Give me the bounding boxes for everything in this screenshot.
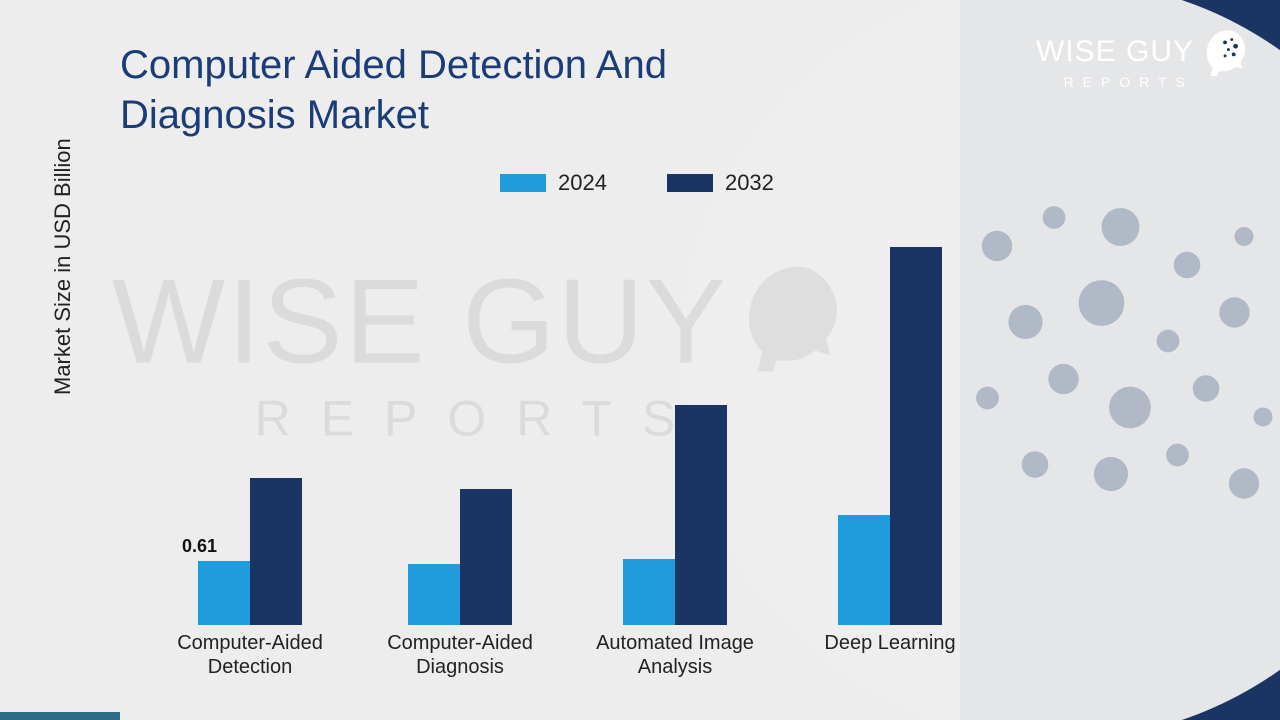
report-canvas: WISE GUY REPORTS Computer Aided Detectio… <box>0 0 1280 720</box>
bottom-accent-bar <box>0 712 120 720</box>
plot-region: Computer-Aided Detection0.61 Computer-Aid… <box>115 205 945 625</box>
category-label: Automated Image Analysis <box>580 631 770 679</box>
bar <box>408 564 460 625</box>
bar-group: Computer-Aided Diagnosis <box>380 205 540 625</box>
brand-subtitle: REPORTS <box>990 74 1194 90</box>
bar <box>675 405 727 626</box>
chart-title: Computer Aided Detection And Diagnosis M… <box>120 40 840 140</box>
bar <box>838 515 890 625</box>
bar-group: Deep Learning <box>810 205 970 625</box>
bar <box>250 478 302 625</box>
brand-name: WISE GUY <box>1036 35 1194 69</box>
bar <box>890 247 942 625</box>
category-label: Computer-Aided Detection <box>155 631 345 679</box>
brand-head-icon <box>1202 28 1250 76</box>
brand-logo: WISE GUY REPORTS <box>990 28 1250 90</box>
bar <box>198 561 250 625</box>
chart-area: Market Size in USD Billion Computer-Aide… <box>60 165 960 705</box>
bar <box>623 559 675 625</box>
bar-group: Computer-Aided Detection0.61 <box>170 205 330 625</box>
category-label: Computer-Aided Diagnosis <box>365 631 555 679</box>
bar-group: Automated Image Analysis <box>595 205 755 625</box>
value-label: 0.61 <box>182 536 217 557</box>
bar <box>460 489 512 626</box>
y-axis-label: Market Size in USD Billion <box>50 138 76 395</box>
category-label: Deep Learning <box>795 631 985 655</box>
